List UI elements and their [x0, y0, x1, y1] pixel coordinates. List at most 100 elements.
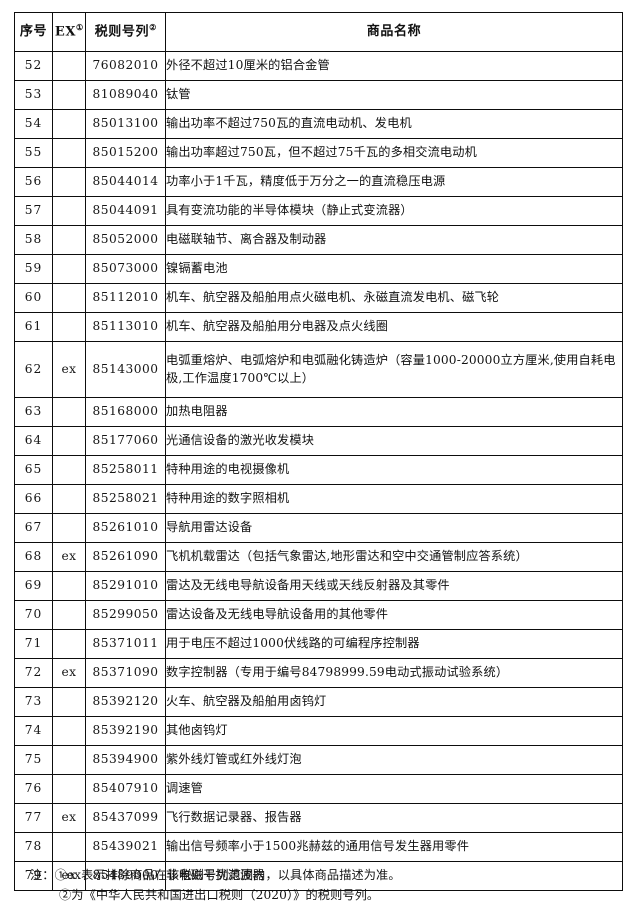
table-row: 55 85015200 输出功率超过750瓦，但不超过75千瓦的多相交流电动机 [14, 138, 623, 168]
cell-product-name: 加热电阻器 [165, 397, 623, 427]
cell-tariff-code: 85392120 [85, 687, 166, 717]
cell-sequence-number: 76 [14, 774, 53, 804]
cell-sequence-number: 70 [14, 600, 53, 630]
cell-tariff-code: 85015200 [85, 138, 166, 168]
table-row: 63 85168000 加热电阻器 [14, 397, 623, 427]
cell-ex-marker [52, 397, 86, 427]
table-row: 74 85392190 其他卤钨灯 [14, 716, 623, 746]
cell-sequence-number: 78 [14, 832, 53, 862]
cell-ex-marker [52, 774, 86, 804]
cell-ex-marker [52, 455, 86, 485]
column-header-ex-label: EX [54, 24, 77, 40]
cell-sequence-number: 71 [14, 629, 53, 659]
cell-product-name: 光通信设备的激光收发模块 [165, 426, 623, 456]
cell-sequence-number: 60 [14, 283, 53, 313]
table-row: 52 76082010 外径不超过10厘米的铝合金管 [14, 51, 623, 81]
cell-ex-marker [52, 426, 86, 456]
cell-ex-marker [52, 225, 86, 255]
column-header-ex: EX① [52, 12, 86, 52]
footnote-line-2: ②为《中华人民共和国进出口税则（2020）》的税则号列。 [30, 886, 620, 906]
cell-tariff-code: 85258021 [85, 484, 166, 514]
cell-sequence-number: 68 [14, 542, 53, 572]
cell-product-name: 特种用途的电视摄像机 [165, 455, 623, 485]
cell-ex-marker [52, 254, 86, 284]
cell-tariff-code: 85437099 [85, 803, 166, 833]
table-row: 64 85177060 光通信设备的激光收发模块 [14, 426, 623, 456]
cell-product-name: 输出信号频率小于1500兆赫兹的通用信号发生器用零件 [165, 832, 623, 862]
cell-tariff-code: 85258011 [85, 455, 166, 485]
cell-sequence-number: 61 [14, 312, 53, 342]
table-header-row: 序号 EX① 税则号列② 商品名称 [14, 12, 623, 52]
cell-tariff-code: 85113010 [85, 312, 166, 342]
cell-sequence-number: 57 [14, 196, 53, 226]
cell-ex-marker [52, 51, 86, 81]
cell-sequence-number: 53 [14, 80, 53, 110]
cell-tariff-code: 85177060 [85, 426, 166, 456]
cell-tariff-code: 85371090 [85, 658, 166, 688]
table-row: 79 ex 85489000 非电磁干扰滤波器 [14, 861, 623, 891]
cell-ex-marker [52, 745, 86, 775]
cell-tariff-code: 85112010 [85, 283, 166, 313]
table-row: 65 85258011 特种用途的电视摄像机 [14, 455, 623, 485]
cell-product-name: 电磁联轴节、离合器及制动器 [165, 225, 623, 255]
cell-tariff-code: 85291010 [85, 571, 166, 601]
cell-product-name: 紫外线灯管或红外线灯泡 [165, 745, 623, 775]
cell-product-name: 钛管 [165, 80, 623, 110]
table-row: 59 85073000 镍镉蓄电池 [14, 254, 623, 284]
cell-product-name: 数字控制器（专用于编号84798999.59电动式振动试验系统） [165, 658, 623, 688]
table-row: 77 ex 85437099 飞行数据记录器、报告器 [14, 803, 623, 833]
table-row: 66 85258021 特种用途的数字照相机 [14, 484, 623, 514]
cell-ex-marker [52, 80, 86, 110]
cell-tariff-code: 85439021 [85, 832, 166, 862]
cell-sequence-number: 67 [14, 513, 53, 543]
footnotes: 注：①ex表示排除商品在该税则号列范围内，以具体商品描述为准。 ②为《中华人民共… [30, 866, 620, 906]
cell-ex-marker: ex [52, 803, 86, 833]
cell-tariff-code: 85261090 [85, 542, 166, 572]
footnote-label: 注： [30, 868, 55, 882]
footnote-text-2: ②为《中华人民共和国进出口税则（2020）》的税则号列。 [59, 887, 380, 902]
cell-sequence-number: 69 [14, 571, 53, 601]
cell-tariff-code: 85407910 [85, 774, 166, 804]
cell-product-name: 电弧重熔炉、电弧熔炉和电弧融化铸造炉（容量1000-20000立方厘米,使用自耗… [165, 341, 623, 398]
table-row: 53 81089040 钛管 [14, 80, 623, 110]
table-row: 69 85291010 雷达及无线电导航设备用天线或天线反射器及其零件 [14, 571, 623, 601]
cell-ex-marker [52, 600, 86, 630]
cell-ex-marker [52, 167, 86, 197]
tariff-table: 序号 EX① 税则号列② 商品名称 52 76082010 外径不超过10厘米的铝合… [14, 12, 623, 891]
cell-ex-marker: ex [52, 658, 86, 688]
cell-ex-marker: ex [52, 542, 86, 572]
cell-ex-marker [52, 716, 86, 746]
cell-tariff-code: 85013100 [85, 109, 166, 139]
table-row: 78 85439021 输出信号频率小于1500兆赫兹的通用信号发生器用零件 [14, 832, 623, 862]
table-row: 76 85407910 调速管 [14, 774, 623, 804]
cell-tariff-code: 85073000 [85, 254, 166, 284]
cell-tariff-code: 85394900 [85, 745, 166, 775]
table-row: 56 85044014 功率小于1千瓦，精度低于万分之一的直流稳压电源 [14, 167, 623, 197]
cell-sequence-number: 62 [14, 341, 53, 398]
cell-product-name: 特种用途的数字照相机 [165, 484, 623, 514]
cell-sequence-number: 65 [14, 455, 53, 485]
table-row: 61 85113010 机车、航空器及船舶用分电器及点火线圈 [14, 312, 623, 342]
table-row: 68 ex 85261090 飞机机载雷达（包括气象雷达,地形雷达和空中交通管制应答系… [14, 542, 623, 572]
cell-sequence-number: 52 [14, 51, 53, 81]
cell-ex-marker [52, 571, 86, 601]
table-row: 62 ex 85143000 电弧重熔炉、电弧熔炉和电弧融化铸造炉（容量1000-20… [14, 341, 623, 398]
cell-product-name: 飞机机载雷达（包括气象雷达,地形雷达和空中交通管制应答系统） [165, 542, 623, 572]
cell-sequence-number: 72 [14, 658, 53, 688]
cell-product-name: 火车、航空器及船舶用卤钨灯 [165, 687, 623, 717]
cell-tariff-code: 85168000 [85, 397, 166, 427]
cell-product-name: 其他卤钨灯 [165, 716, 623, 746]
column-header-code: 税则号列② [85, 12, 166, 52]
cell-product-name: 输出功率不超过750瓦的直流电动机、发电机 [165, 109, 623, 139]
cell-tariff-code: 85044014 [85, 167, 166, 197]
table-row: 58 85052000 电磁联轴节、离合器及制动器 [14, 225, 623, 255]
cell-ex-marker [52, 196, 86, 226]
cell-ex-marker [52, 312, 86, 342]
footnote-text-1: ①ex表示排除商品在该税则号列范围内，以具体商品描述为准。 [54, 868, 401, 882]
cell-ex-marker [52, 484, 86, 514]
cell-ex-marker [52, 283, 86, 313]
cell-ex-marker [52, 629, 86, 659]
cell-product-name: 具有变流功能的半导体模块（静止式变流器） [165, 196, 623, 226]
cell-tariff-code: 85143000 [85, 341, 166, 398]
